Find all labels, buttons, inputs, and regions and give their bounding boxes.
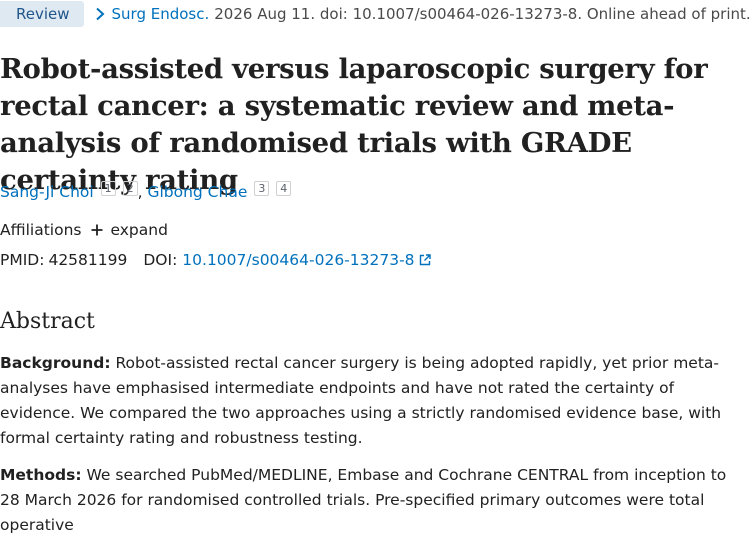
plus-icon	[91, 224, 103, 236]
abstract-background: Background: Robot-assisted rectal cancer…	[0, 351, 748, 451]
affiliation-ref[interactable]: 1	[100, 181, 116, 196]
author-link[interactable]: Gibong Chae	[147, 183, 248, 201]
abstract-methods: Methods: We searched PubMed/MEDLINE, Emb…	[0, 463, 748, 538]
citation-bar: Review Surg Endosc. 2026 Aug 11. doi: 10…	[0, 1, 750, 27]
abstract-heading: Abstract	[0, 309, 95, 334]
methods-label: Methods:	[0, 466, 82, 484]
pmid-label: PMID:	[0, 251, 45, 269]
affiliation-ref[interactable]: 3	[254, 181, 270, 196]
expand-label: expand	[110, 221, 168, 239]
authors-list: Sang-Ji Choi 1 2, Gibong Chae 3 4	[0, 181, 292, 201]
affiliations-row: Affiliations expand	[0, 221, 168, 239]
citation-details: 2026 Aug 11. doi: 10.1007/s00464-026-132…	[214, 5, 750, 23]
chevron-right-icon	[94, 7, 106, 21]
background-text: Robot-assisted rectal cancer surgery is …	[0, 354, 722, 447]
author-separator: ,	[137, 183, 143, 201]
affiliation-ref[interactable]: 4	[276, 181, 292, 196]
article-title: Robot-assisted versus laparoscopic surge…	[0, 53, 708, 196]
expand-affiliations-button[interactable]: expand	[91, 221, 168, 239]
doi-link[interactable]: 10.1007/s00464-026-13273-8	[182, 251, 415, 269]
pmid-value: 42581199	[48, 251, 128, 269]
external-link-icon[interactable]	[419, 254, 431, 266]
identifiers-row: PMID: 42581199 DOI: 10.1007/s00464-026-1…	[0, 251, 431, 269]
journal-link[interactable]: Surg Endosc.	[111, 5, 210, 23]
background-label: Background:	[0, 354, 111, 372]
publication-type-badge: Review	[0, 1, 84, 27]
methods-text: We searched PubMed/MEDLINE, Embase and C…	[0, 466, 727, 534]
affiliations-label: Affiliations	[0, 221, 82, 239]
affiliation-ref[interactable]: 2	[122, 181, 138, 196]
author-link[interactable]: Sang-Ji Choi	[0, 183, 94, 201]
doi-label: DOI:	[143, 251, 178, 269]
